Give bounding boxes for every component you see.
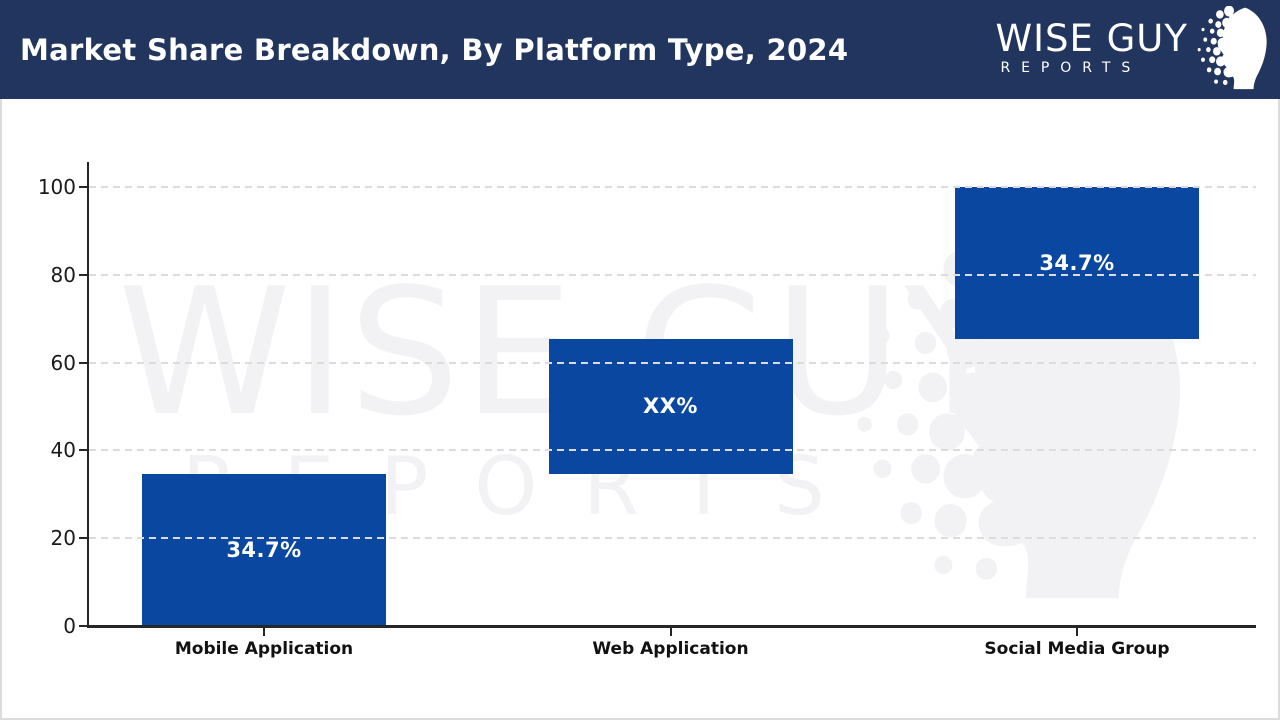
x-axis-tick: [1076, 628, 1078, 636]
bar-value-label: 34.7%: [226, 537, 302, 562]
y-axis-tick-label: 60: [50, 350, 76, 375]
logo-wordmark: WISE GUY: [995, 17, 1188, 61]
bar-value-label: XX%: [643, 394, 698, 419]
page-title: Market Share Breakdown, By Platform Type…: [20, 32, 849, 67]
y-axis-line: [87, 162, 89, 628]
x-axis-category-label: Mobile Application: [174, 639, 354, 659]
y-axis-tick-label: 40: [50, 438, 76, 463]
bar-value-label: 34.7%: [1039, 251, 1115, 276]
y-axis-tick-label: 0: [63, 614, 76, 638]
x-axis-category-label: Web Application: [592, 639, 749, 659]
gridline: [89, 186, 1256, 188]
x-axis-category-label: Social Media Group: [984, 639, 1170, 659]
bar-social-media-group: 34.7%: [955, 187, 1199, 340]
gridline: [89, 449, 1256, 452]
x-axis-line: [87, 625, 1256, 628]
bar-mobile-application: 34.7%: [142, 473, 386, 626]
gridline: [89, 361, 1256, 364]
y-axis-tick: [79, 449, 87, 452]
bar-web-application: XX%: [548, 339, 793, 474]
x-axis-tick: [669, 628, 672, 636]
wise-guy-reports-logo: WISE GUY REPORTS: [996, 6, 1272, 90]
y-axis-tick: [79, 273, 87, 276]
y-axis-tick: [79, 625, 87, 627]
x-axis-tick: [263, 628, 265, 636]
y-axis-tick: [79, 361, 87, 364]
logo-text: WISE GUY REPORTS: [995, 17, 1188, 76]
y-axis-tick: [79, 186, 87, 188]
logo-subtitle: REPORTS: [1000, 59, 1142, 76]
y-axis-tick-label: 80: [50, 262, 76, 287]
header-bar: Market Share Breakdown, By Platform Type…: [0, 0, 1280, 99]
gridline: [89, 537, 1256, 540]
gridline: [89, 273, 1256, 276]
y-axis-tick: [79, 537, 87, 540]
y-axis-tick-label: 20: [50, 526, 76, 551]
logo-face-icon: [1197, 6, 1267, 90]
y-axis-tick-label: 100: [37, 175, 76, 199]
